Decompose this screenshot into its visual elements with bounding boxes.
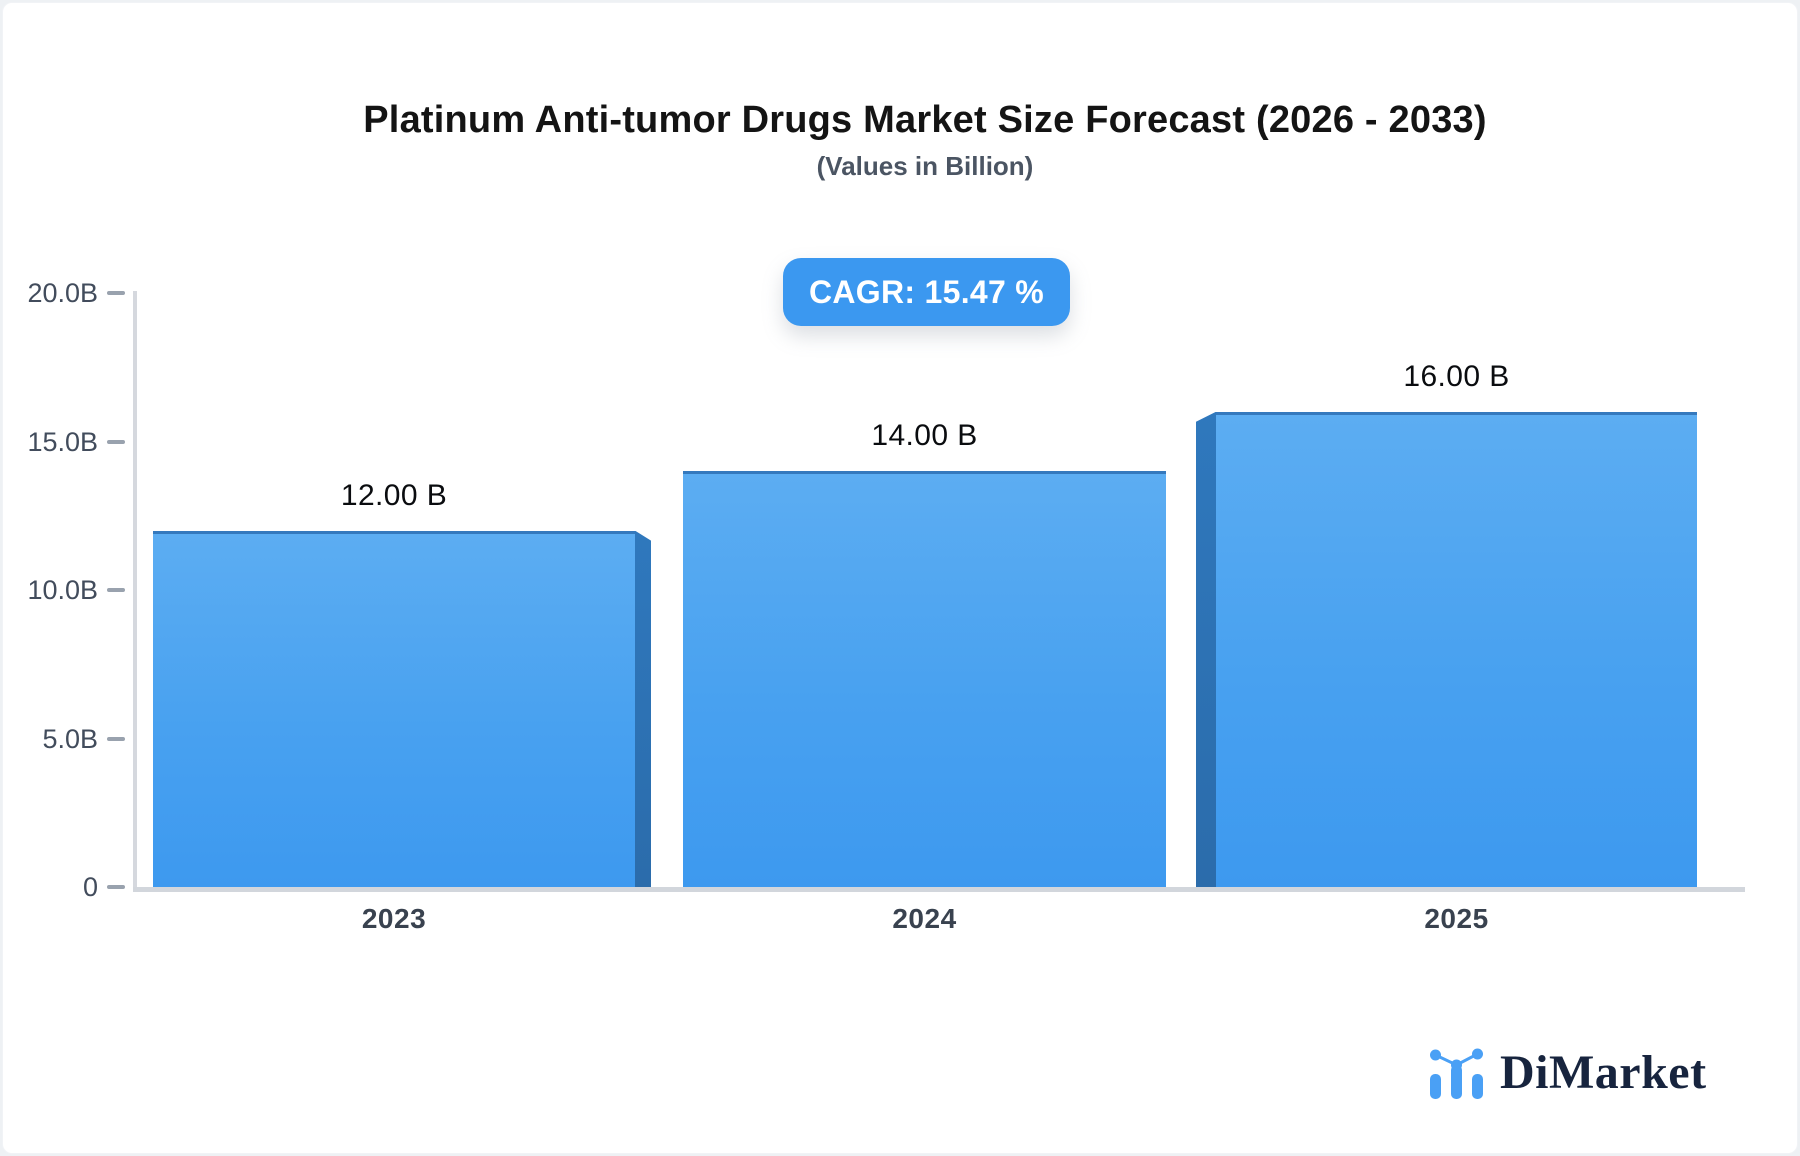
y-tick-mark <box>107 439 125 444</box>
bar-side-face <box>1196 411 1216 887</box>
chart-title: Platinum Anti-tumor Drugs Market Size Fo… <box>363 99 1487 141</box>
chart-subtitle: (Values in Billion) <box>816 151 1034 181</box>
y-tick-label: 0 <box>82 872 98 902</box>
bar-value-label: 16.00 B <box>1403 359 1510 393</box>
y-tick-label: 15.0B <box>27 426 98 457</box>
bar-value-label: 12.00 B <box>340 478 448 512</box>
bar-2025[interactable] <box>1216 411 1697 887</box>
dimarket-logo-text: DiMarket <box>1500 1046 1707 1099</box>
y-tick-mark <box>107 885 125 889</box>
bar-2024[interactable] <box>683 471 1166 887</box>
bar-2023[interactable] <box>153 530 635 887</box>
cagr-badge: CAGR: 15.47 % <box>783 258 1070 326</box>
x-tick-label-2024: 2024 <box>892 903 957 934</box>
x-axis-line <box>133 887 1745 892</box>
x-tick-label-2023: 2023 <box>361 903 427 934</box>
y-tick-mark <box>107 291 125 295</box>
bar-value-label: 14.00 B <box>871 419 978 453</box>
dimarket-logo-icon <box>1430 1048 1483 1099</box>
y-tick-label: 5.0B <box>42 723 98 754</box>
y-tick-label: 10.0B <box>27 575 98 605</box>
y-axis-line <box>133 291 137 887</box>
plot-area: 20.0B 15.0B 10.0B 5.0B 0 12.00 B 14.00 B 16.00… <box>3 3 1797 1153</box>
y-tick-mark <box>107 736 125 741</box>
y-tick-label: 20.0B <box>27 278 98 308</box>
y-tick-mark <box>107 588 125 592</box>
dimarket-logo: DiMarket <box>1428 1045 1707 1100</box>
x-tick-label-2025: 2025 <box>1424 903 1489 934</box>
bar-side-face <box>635 530 651 887</box>
